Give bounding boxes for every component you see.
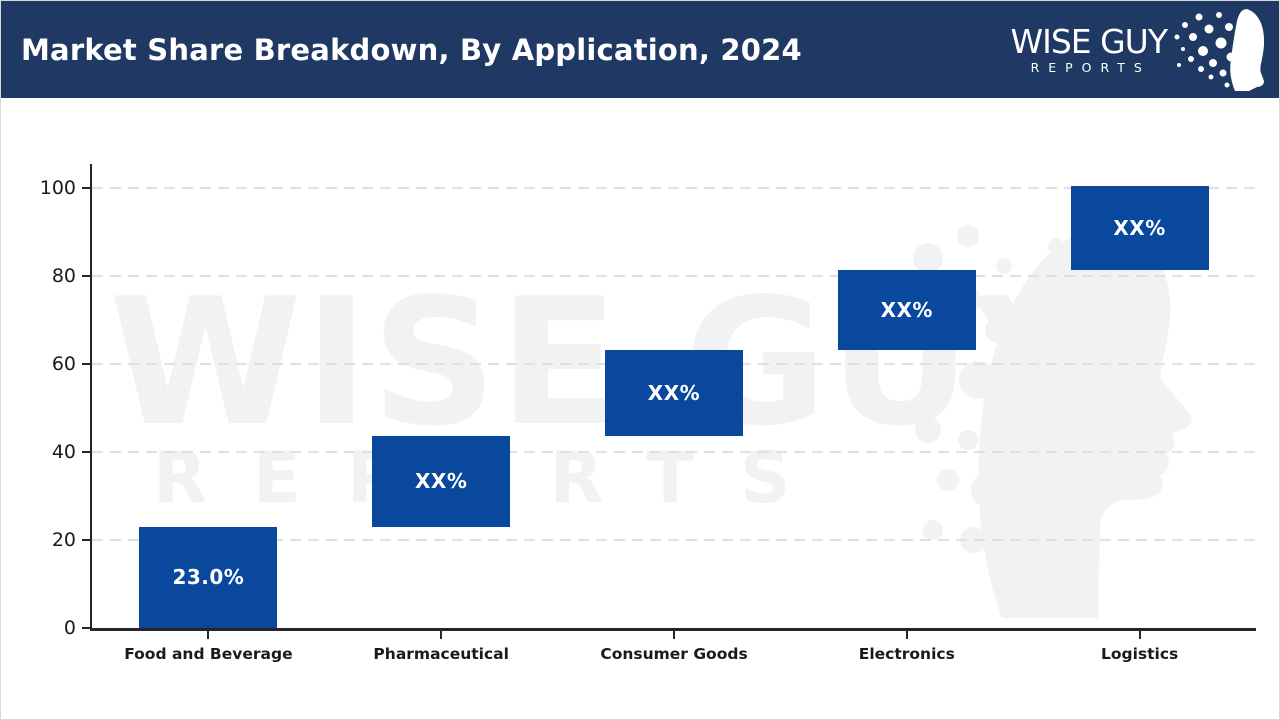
x-tick-mark (673, 631, 675, 639)
y-tick-mark-20 (82, 539, 90, 542)
bar: XX% (604, 350, 744, 436)
y-tick-mark-0 (82, 627, 90, 629)
y-tick-label-40: 40 (51, 441, 76, 464)
y-tick-label-20: 20 (51, 529, 76, 552)
x-axis-label: Pharmaceutical (373, 645, 509, 663)
header: Market Share Breakdown, By Application, … (1, 1, 1279, 98)
y-tick-mark-40 (82, 451, 90, 454)
y-tick-label-60: 60 (51, 353, 76, 376)
bar: 23.0% (139, 526, 278, 628)
x-axis-label: Food and Beverage (124, 645, 293, 663)
bar: XX% (1070, 185, 1209, 270)
x-tick-mark (207, 631, 210, 639)
plot-area: 0 20 40 60 80 100 23.0% Food and Beverage XX% Pha… (40, 164, 1256, 663)
page-title: Market Share Breakdown, By Application, … (21, 32, 802, 67)
bar: XX% (837, 269, 976, 351)
x-tick-mark (1138, 631, 1141, 639)
bar-label: XX% (880, 298, 933, 322)
x-tick-mark (905, 631, 908, 639)
y-tick-mark-60 (82, 363, 90, 366)
y-tick-label-80: 80 (51, 265, 76, 288)
logo-head-icon (1174, 8, 1265, 91)
gridline-80 (92, 275, 1256, 278)
bar-label: XX% (415, 469, 468, 494)
x-tick-mark (440, 631, 443, 639)
y-tick-mark-100 (82, 187, 90, 190)
bar: XX% (372, 435, 511, 527)
bar-label: 23.0% (172, 565, 245, 590)
y-tick-label-100: 100 (39, 177, 76, 200)
x-axis-label: Electronics (858, 645, 955, 663)
gridline-100 (92, 187, 1256, 190)
x-axis-label: Consumer Goods (600, 645, 748, 663)
brand-name: WISE GUY (1010, 21, 1168, 61)
brand-logo: WISE GUY REPORTS (1010, 7, 1265, 93)
brand-logo-text: WISE GUY REPORTS (1010, 21, 1168, 75)
gridline-40 (92, 451, 1256, 454)
bar-label: XX% (1113, 215, 1166, 240)
bar-label: XX% (647, 380, 701, 405)
gridline-20 (92, 539, 1256, 542)
y-tick-mark-80 (82, 275, 90, 278)
x-axis-label: Logistics (1100, 645, 1179, 663)
y-tick-label-0: 0 (63, 617, 76, 639)
brand-subtitle: REPORTS (1030, 59, 1151, 75)
